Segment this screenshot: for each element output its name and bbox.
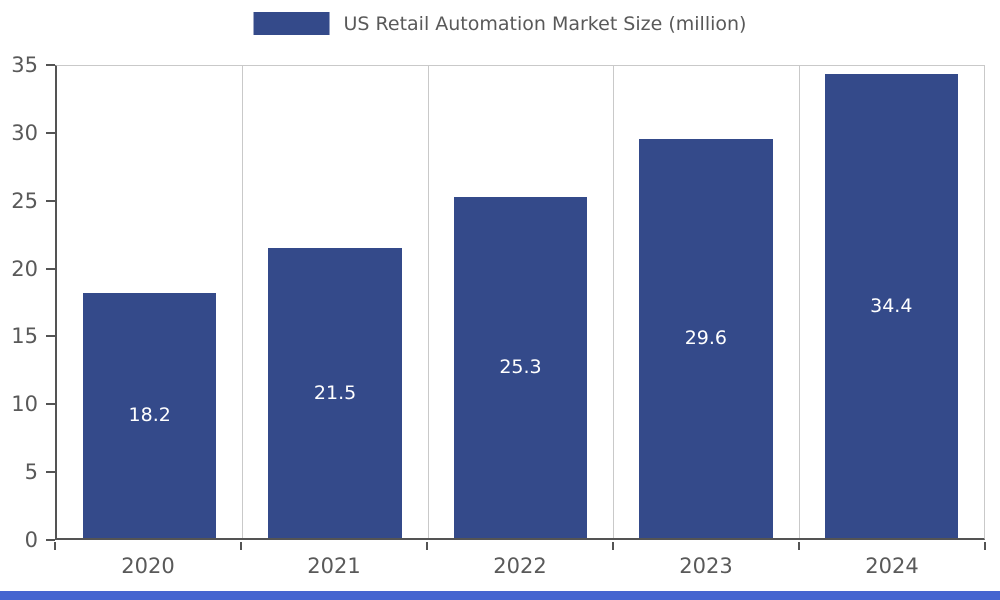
legend-swatch	[253, 12, 330, 35]
y-tick-label: 30	[11, 120, 38, 145]
x-tick-label: 2021	[307, 554, 361, 578]
x-axis: 2020 2021 2022 2023 2024	[54, 542, 986, 588]
y-tick-label: 5	[24, 460, 38, 485]
bar-2021: 21.5	[268, 248, 402, 538]
gridline	[798, 66, 800, 538]
x-tick-mark	[426, 542, 428, 550]
x-tick-label: 2023	[679, 554, 733, 578]
y-tick-mark	[46, 199, 55, 202]
x-tick-mark	[240, 542, 242, 550]
y-tick-mark	[46, 64, 55, 66]
x-tick-label: 2022	[493, 554, 547, 578]
legend-label: US Retail Automation Market Size (millio…	[343, 12, 747, 35]
bar-value-label: 18.2	[128, 404, 171, 427]
y-tick-mark	[46, 539, 55, 541]
plot-area: 18.2 21.5 25.3 29.6 34.4	[55, 65, 985, 540]
bar-layer: 18.2 21.5 25.3 29.6 34.4	[57, 66, 984, 538]
y-tick-mark	[46, 403, 55, 406]
y-tick-label: 25	[11, 188, 38, 213]
x-tick-mark	[984, 542, 986, 550]
x-tick-label: 2020	[121, 554, 175, 578]
gridline	[613, 66, 615, 538]
bar-2023: 29.6	[639, 138, 773, 538]
y-tick-mark	[46, 471, 55, 474]
bar-value-label: 34.4	[870, 295, 913, 318]
y-tick-label: 20	[11, 256, 38, 281]
x-tick-mark	[612, 542, 614, 550]
bottom-strip	[0, 591, 1000, 600]
bar-2024: 34.4	[824, 74, 959, 538]
x-tick-mark	[54, 542, 56, 550]
gridline	[427, 66, 429, 538]
y-tick-label: 15	[11, 324, 38, 349]
bar-value-label: 25.3	[499, 356, 542, 379]
bar-value-label: 29.6	[684, 327, 728, 350]
y-tick-mark	[46, 131, 55, 134]
bar-value-label: 21.5	[313, 382, 357, 405]
x-tick-label: 2024	[865, 554, 919, 578]
gridline	[242, 66, 244, 538]
bar-2020: 18.2	[82, 292, 217, 538]
y-axis: 0 5 10 15 20 25 30 35	[0, 53, 55, 552]
y-tick-label: 0	[24, 528, 38, 552]
grid-layer	[57, 66, 984, 538]
y-tick-label: 10	[11, 392, 38, 417]
y-tick-label: 35	[11, 53, 38, 77]
bar-2022: 25.3	[453, 196, 588, 538]
chart-legend: US Retail Automation Market Size (millio…	[253, 12, 747, 35]
x-tick-mark	[798, 542, 800, 550]
y-tick-mark	[46, 335, 55, 338]
y-tick-mark	[46, 267, 55, 270]
